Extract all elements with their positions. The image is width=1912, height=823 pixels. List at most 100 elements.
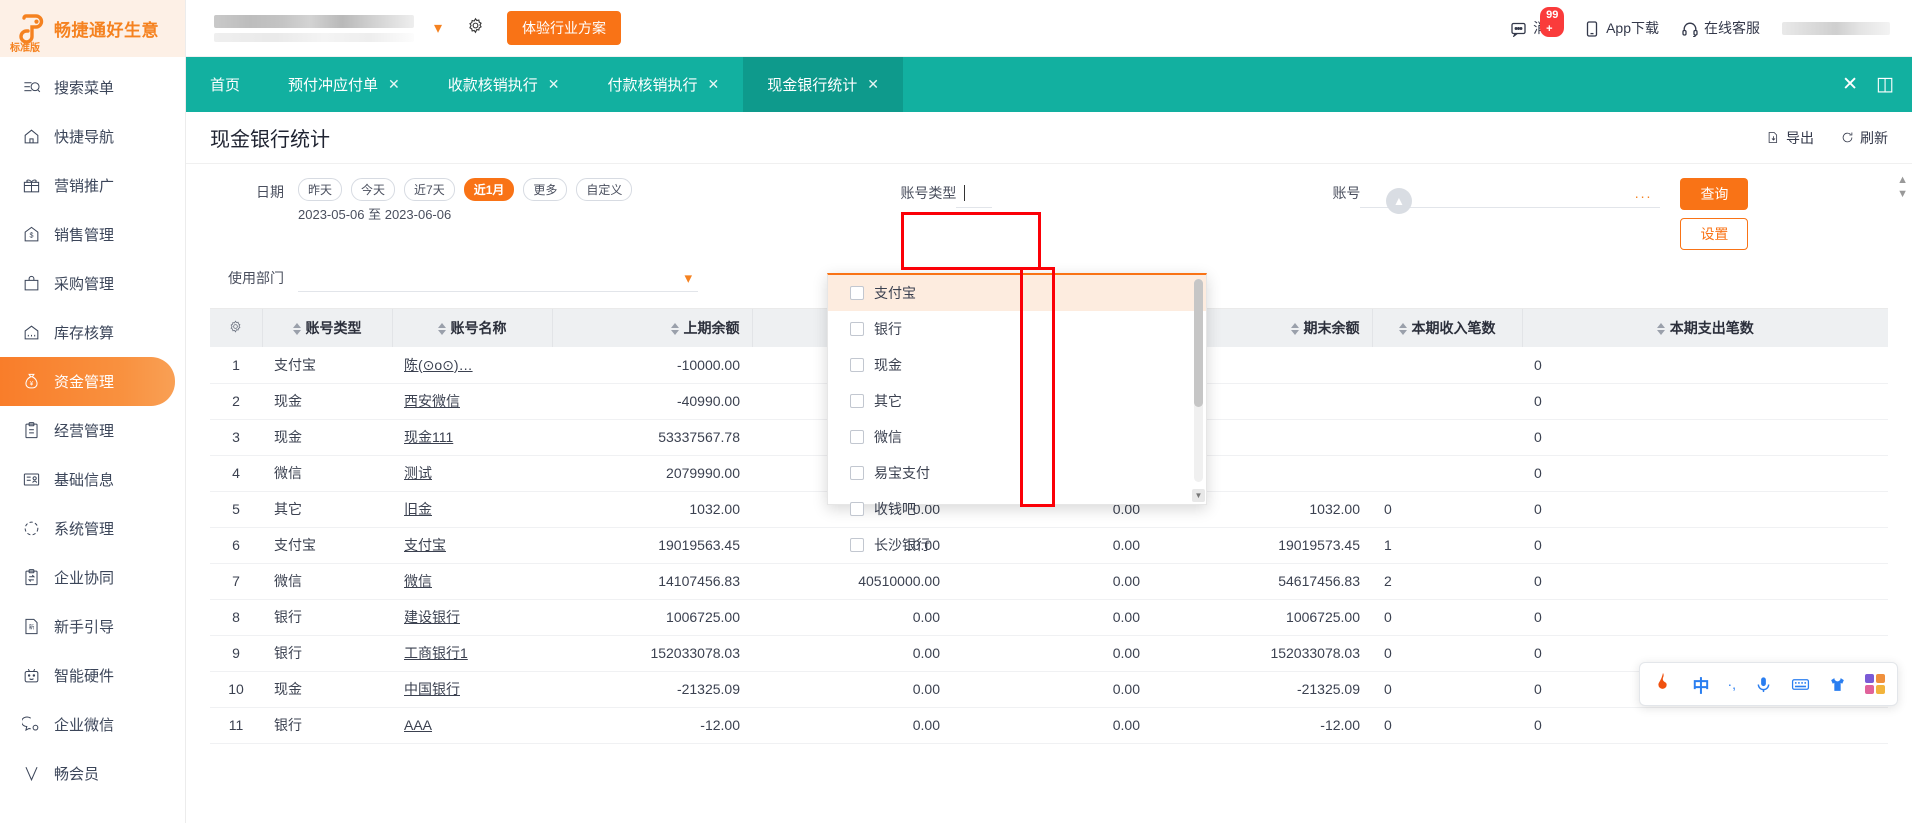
cell-account-name-link[interactable]: 陈(⊙o⊙)… <box>404 356 473 373</box>
sidebar-item-quick-nav[interactable]: 快捷导航 <box>0 112 185 161</box>
sidebar-item-inventory[interactable]: 库存核算 <box>0 308 185 357</box>
checkbox-icon[interactable] <box>850 430 864 444</box>
sort-icon[interactable] <box>1656 323 1665 336</box>
option-other[interactable]: 其它 <box>828 383 1206 419</box>
app-download-button[interactable]: App下载 <box>1583 18 1659 38</box>
account-input[interactable]: ... <box>1360 178 1661 208</box>
cell-account-name-link[interactable]: 西安微信 <box>404 393 460 409</box>
cell-account-name-link[interactable]: 支付宝 <box>404 537 446 553</box>
col-account-type[interactable]: 账号类型 <box>262 309 393 347</box>
table-row[interactable]: 10 现金 中国银行 -21325.09 0.00 0.00 -21325.09… <box>210 671 1888 708</box>
experience-solution-button[interactable]: 体验行业方案 <box>507 11 622 45</box>
col-account-name[interactable]: 账号名称 <box>392 309 553 347</box>
sort-icon[interactable] <box>1398 323 1407 336</box>
collapse-filters-button[interactable]: ▲ <box>1386 188 1412 214</box>
keyboard-icon[interactable] <box>1791 675 1810 694</box>
sogou-logo-icon[interactable] <box>1652 671 1674 698</box>
option-changsha-bank[interactable]: 长沙银行 <box>828 527 1206 563</box>
close-icon[interactable]: ✕ <box>867 76 880 92</box>
cell-account-name-link[interactable]: 现金111 <box>404 429 454 445</box>
messages-button[interactable]: 消息 99 + <box>1510 7 1565 38</box>
col-expense-count[interactable]: 本期支出笔数 <box>1522 309 1888 347</box>
sort-icon[interactable] <box>1290 323 1299 336</box>
close-all-tabs-icon[interactable]: ✕ <box>1842 74 1859 95</box>
cell-account-name-link[interactable]: 中国银行 <box>404 681 460 697</box>
checkbox-icon[interactable] <box>850 394 864 408</box>
skin-icon[interactable] <box>1828 675 1847 694</box>
option-cash[interactable]: 现金 <box>828 347 1206 383</box>
checkbox-icon[interactable] <box>850 502 864 516</box>
cell-account-name-link[interactable]: 建设银行 <box>404 609 460 625</box>
sidebar-item-search-menu[interactable]: 搜索菜单 <box>0 63 185 112</box>
scroll-up-icon[interactable]: ▲ <box>1897 174 1908 186</box>
sort-icon[interactable] <box>292 323 301 336</box>
option-wechat[interactable]: 微信 <box>828 419 1206 455</box>
table-row[interactable]: 6 支付宝 支付宝 19019563.45 10.00 0.00 1901957… <box>210 527 1888 564</box>
settings-button[interactable]: 设置 <box>1680 218 1749 250</box>
dept-input[interactable]: ▾ <box>298 264 698 292</box>
col-income-count[interactable]: 本期收入笔数 <box>1372 309 1523 347</box>
chevron-down-icon[interactable]: ▾ <box>434 20 443 37</box>
cell-account-name-link[interactable]: 旧金 <box>404 501 432 517</box>
dropdown-scroll-thumb[interactable] <box>1194 279 1203 407</box>
account-field[interactable]: 账号 ... <box>1332 178 1661 208</box>
table-row[interactable]: 7 微信 微信 14107456.83 40510000.00 0.00 546… <box>210 563 1888 600</box>
option-bank[interactable]: 银行 <box>828 311 1206 347</box>
sidebar-item-purchase[interactable]: 采购管理 <box>0 259 185 308</box>
company-selector[interactable] <box>214 14 414 42</box>
checkbox-icon[interactable] <box>850 322 864 336</box>
sidebar-item-collaboration[interactable]: 企业协同 <box>0 553 185 602</box>
sidebar-item-marketing[interactable]: 营销推广 <box>0 161 185 210</box>
account-more-icon[interactable]: ... <box>1634 184 1653 201</box>
scroll-down-icon[interactable]: ▼ <box>1897 188 1908 200</box>
table-row[interactable]: 8 银行 建设银行 1006725.00 0.00 0.00 1006725.0… <box>210 599 1888 636</box>
cell-account-name-link[interactable]: 工商银行1 <box>404 645 468 661</box>
date-chip-more[interactable]: 更多 <box>523 178 568 201</box>
chinese-mode-icon[interactable]: 中 <box>1692 676 1710 696</box>
gear-icon[interactable] <box>466 16 485 40</box>
microphone-icon[interactable] <box>1754 675 1773 694</box>
sidebar-item-fund-management[interactable]: ¥ 资金管理 <box>0 357 175 406</box>
sidebar-item-system[interactable]: 系统管理 <box>0 504 185 553</box>
table-row[interactable]: 11 银行 AAA -12.00 0.00 0.00 -12.00 0 0 <box>210 707 1888 744</box>
close-icon[interactable]: ✕ <box>707 76 720 92</box>
date-chip-today[interactable]: 今天 <box>351 178 396 201</box>
user-avatar-redacted[interactable] <box>1782 21 1890 35</box>
option-yeepay[interactable]: 易宝支付 <box>828 455 1206 491</box>
sidebar-item-sales[interactable]: $ 销售管理 <box>0 210 185 259</box>
date-chip-custom[interactable]: 自定义 <box>576 178 633 201</box>
sidebar-item-operations[interactable]: 经营管理 <box>0 406 185 455</box>
tab-prepay-offset[interactable]: 预付冲应付单 ✕ <box>264 57 424 112</box>
date-chip-yesterday[interactable]: 昨天 <box>298 178 343 201</box>
maximize-icon[interactable]: ◫ <box>1876 74 1894 95</box>
sort-icon[interactable] <box>437 323 446 336</box>
online-support-button[interactable]: 在线客服 <box>1681 18 1760 38</box>
refresh-button[interactable]: 刷新 <box>1840 128 1888 148</box>
query-button[interactable]: 查询 <box>1680 178 1749 210</box>
apps-grid-icon[interactable] <box>1865 674 1885 694</box>
account-type-dropdown[interactable]: 支付宝 银行 现金 其它 <box>827 273 1207 553</box>
ime-toolbar[interactable]: 中 ·, <box>1639 662 1898 706</box>
sidebar-item-basic-info[interactable]: 基础信息 <box>0 455 185 504</box>
chevron-down-icon[interactable]: ▼ <box>1192 489 1205 502</box>
sidebar-item-beginner-guide[interactable]: 新 新手引导 <box>0 602 185 651</box>
date-chip-last1month[interactable]: 近1月 <box>463 178 515 201</box>
sidebar-item-vip[interactable]: 畅会员 <box>0 749 185 798</box>
checkbox-icon[interactable] <box>850 538 864 552</box>
date-chip-last7days[interactable]: 近7天 <box>404 178 455 201</box>
table-row[interactable]: 9 银行 工商银行1 152033078.03 0.00 0.00 152033… <box>210 635 1888 672</box>
account-type-field[interactable]: 账号类型 <box>900 178 993 208</box>
cell-account-name-link[interactable]: 微信 <box>404 573 432 589</box>
sidebar-item-wechat-work[interactable]: 企业微信 <box>0 700 185 749</box>
option-alipay[interactable]: 支付宝 <box>828 275 1206 311</box>
cell-account-name-link[interactable]: 测试 <box>404 465 432 481</box>
close-icon[interactable]: ✕ <box>547 76 560 92</box>
tab-receipt-writeoff[interactable]: 收款核销执行 ✕ <box>424 57 584 112</box>
account-type-input[interactable] <box>956 178 993 208</box>
tab-home[interactable]: 首页 <box>186 57 264 112</box>
vertical-scroll-arrows[interactable]: ▲ ▼ <box>1897 174 1908 200</box>
close-icon[interactable]: ✕ <box>388 76 400 92</box>
option-shouqianba[interactable]: 收钱吧 <box>828 491 1206 527</box>
chevron-down-icon[interactable]: ▾ <box>684 269 692 287</box>
checkbox-icon[interactable] <box>850 358 864 372</box>
